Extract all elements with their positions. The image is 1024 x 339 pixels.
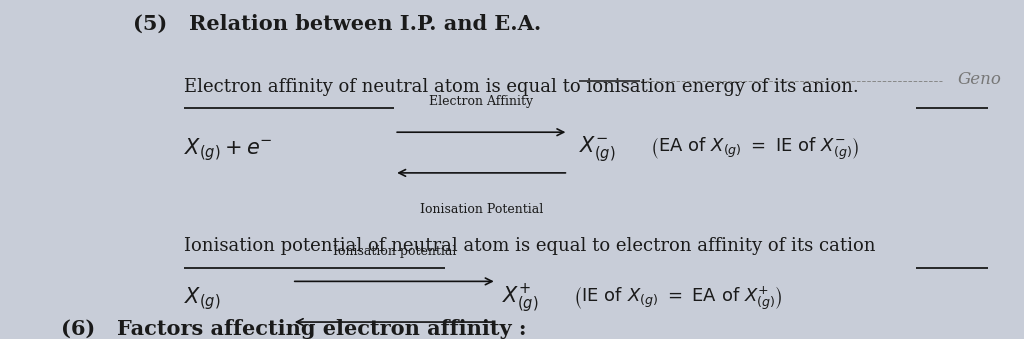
Text: Ionisation potential: Ionisation potential xyxy=(333,245,456,258)
Text: $\left(\mathrm{IE\ of\ }X_{(g)}\ =\ \mathrm{EA\ of\ }X^{+}_{(g)}\right)$: $\left(\mathrm{IE\ of\ }X_{(g)}\ =\ \mat… xyxy=(573,285,783,312)
Text: Ionisation potential of neutral atom is equal to electron affinity of its cation: Ionisation potential of neutral atom is … xyxy=(184,237,876,255)
Text: (5)   Relation between I.P. and E.A.: (5) Relation between I.P. and E.A. xyxy=(133,14,542,34)
Text: $X^{-}_{(g)}$: $X^{-}_{(g)}$ xyxy=(579,135,615,164)
Text: (6)   Factors affecting electron affinity :: (6) Factors affecting electron affinity … xyxy=(61,319,527,339)
Text: $X_{(g)} + e^{-}$: $X_{(g)} + e^{-}$ xyxy=(184,136,273,163)
Text: $\left(\mathrm{EA\ of\ }X_{(g)}\ =\ \mathrm{IE\ of\ }X^{-}_{(g)}\right)$: $\left(\mathrm{EA\ of\ }X_{(g)}\ =\ \mat… xyxy=(650,136,859,162)
Text: Electron affinity of neutral atom is equal to ionisation energy of its anion.: Electron affinity of neutral atom is equ… xyxy=(184,78,859,96)
Text: Geno: Geno xyxy=(957,71,1001,88)
Text: $X_{(g)}$: $X_{(g)}$ xyxy=(184,285,221,312)
Text: Ionisation Potential: Ionisation Potential xyxy=(420,203,543,216)
Text: Electron Affinity: Electron Affinity xyxy=(429,96,534,108)
Text: $X^{+}_{(g)}$: $X^{+}_{(g)}$ xyxy=(502,282,539,315)
